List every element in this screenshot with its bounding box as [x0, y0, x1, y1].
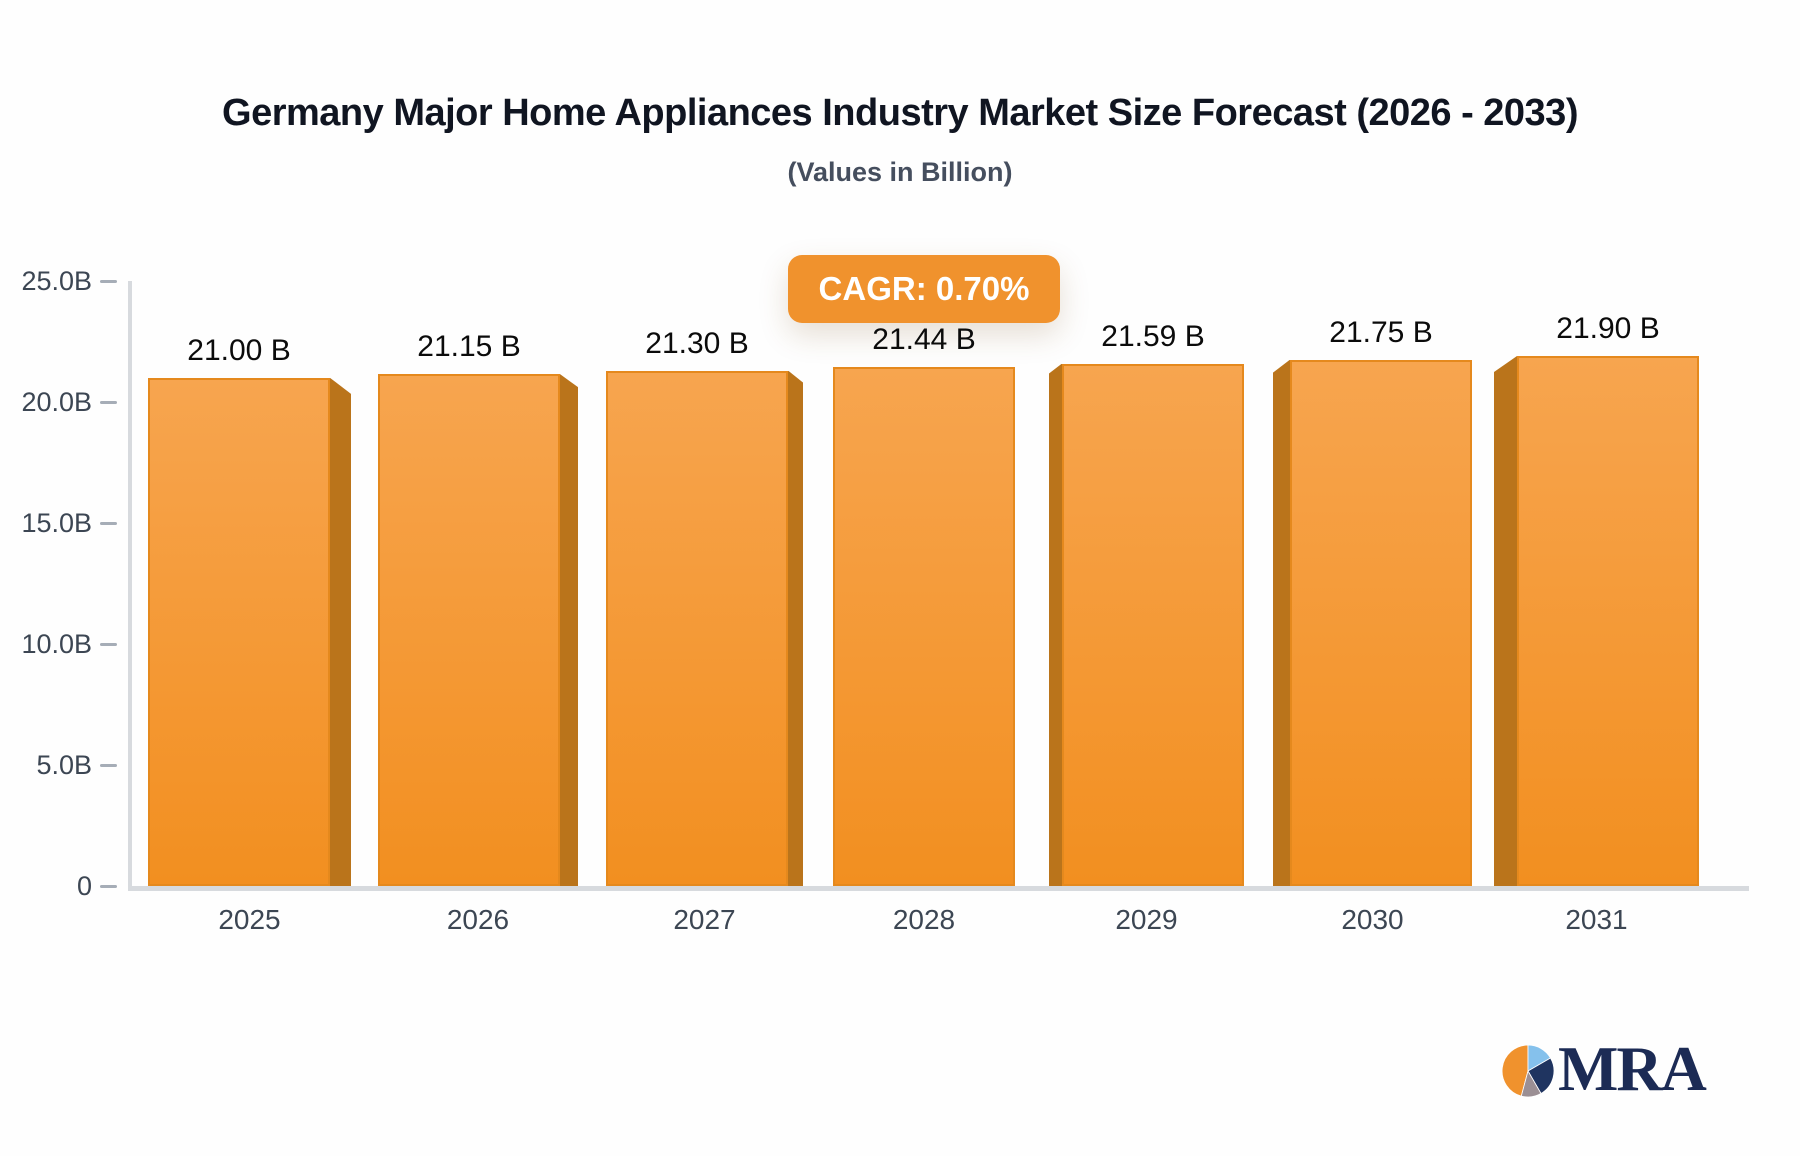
cagr-badge: CAGR: 0.70%: [788, 255, 1060, 323]
y-tick-label: 5.0B: [36, 750, 92, 780]
bar-2029: [1062, 363, 1244, 886]
bar-value-label: 21.30 B: [645, 326, 749, 360]
bar-value-label: 21.90 B: [1556, 312, 1660, 346]
bar-side-2031: [1494, 356, 1517, 886]
cagr-badge-label: CAGR: 0.70%: [818, 270, 1030, 307]
bar-2031: [1517, 356, 1699, 886]
y-tick-dash: [100, 764, 117, 767]
y-tick-dash: [100, 643, 117, 646]
pie-slice-gray: [1520, 1069, 1542, 1098]
bar-value-label: 21.75 B: [1329, 315, 1433, 349]
pie-slice-orange: [1501, 1044, 1529, 1097]
y-tick-dash: [100, 280, 117, 283]
bar-2030: [1290, 359, 1472, 886]
y-tick-label: 25.0B: [21, 266, 92, 296]
logo-text: MRA: [1558, 1033, 1707, 1104]
bar-2025: [148, 377, 330, 886]
y-tick-dash: [100, 885, 117, 888]
bar-value-label: 21.59 B: [1101, 319, 1205, 353]
bar-2027: [606, 370, 788, 886]
x-tick-label-2028: 2028: [892, 904, 956, 935]
x-tick-label-2029: 2029: [1115, 904, 1178, 935]
x-tick-label-2027: 2027: [673, 904, 736, 935]
chart-title: Germany Major Home Appliances Industry M…: [222, 92, 1578, 134]
bar-value-label: 21.15 B: [417, 330, 521, 364]
bar-value-label: 21.44 B: [872, 323, 976, 357]
y-tick-label: 0: [76, 871, 92, 901]
x-tick-label-2025: 2025: [218, 904, 281, 935]
bar-side-2025: [330, 377, 351, 886]
chart-header: Germany Major Home Appliances Industry M…: [0, 92, 1800, 188]
pie-chart-icon: [1501, 1044, 1555, 1098]
bar-side-2029: [1049, 363, 1062, 886]
y-tick-label: 20.0B: [21, 387, 92, 417]
bar-2028: [833, 367, 1015, 886]
y-tick-dash: [100, 401, 117, 404]
y-tick-dash: [100, 522, 117, 525]
chart-subtitle: (Values in Billion): [787, 157, 1013, 187]
y-tick-label: 15.0B: [21, 508, 92, 538]
bar-side-2026: [560, 374, 578, 886]
bar-side-2030: [1273, 359, 1290, 886]
bar-side-2027: [788, 370, 803, 886]
y-tick-label: 10.0B: [21, 629, 92, 659]
mra-logo: MRA: [1500, 1033, 1707, 1106]
x-tick-label-2026: 2026: [446, 904, 510, 935]
x-tick-label-2031: 2031: [1565, 904, 1628, 935]
x-tick-label-2030: 2030: [1341, 904, 1404, 935]
pie-slice-navy: [1527, 1057, 1555, 1095]
plot-area: 21.00 B 21.15 B 21.30 B 21.44 B 21.59 B 21.75…: [128, 281, 1749, 891]
bar-value-label: 21.00 B: [187, 333, 291, 367]
bar-2026: [378, 374, 560, 886]
